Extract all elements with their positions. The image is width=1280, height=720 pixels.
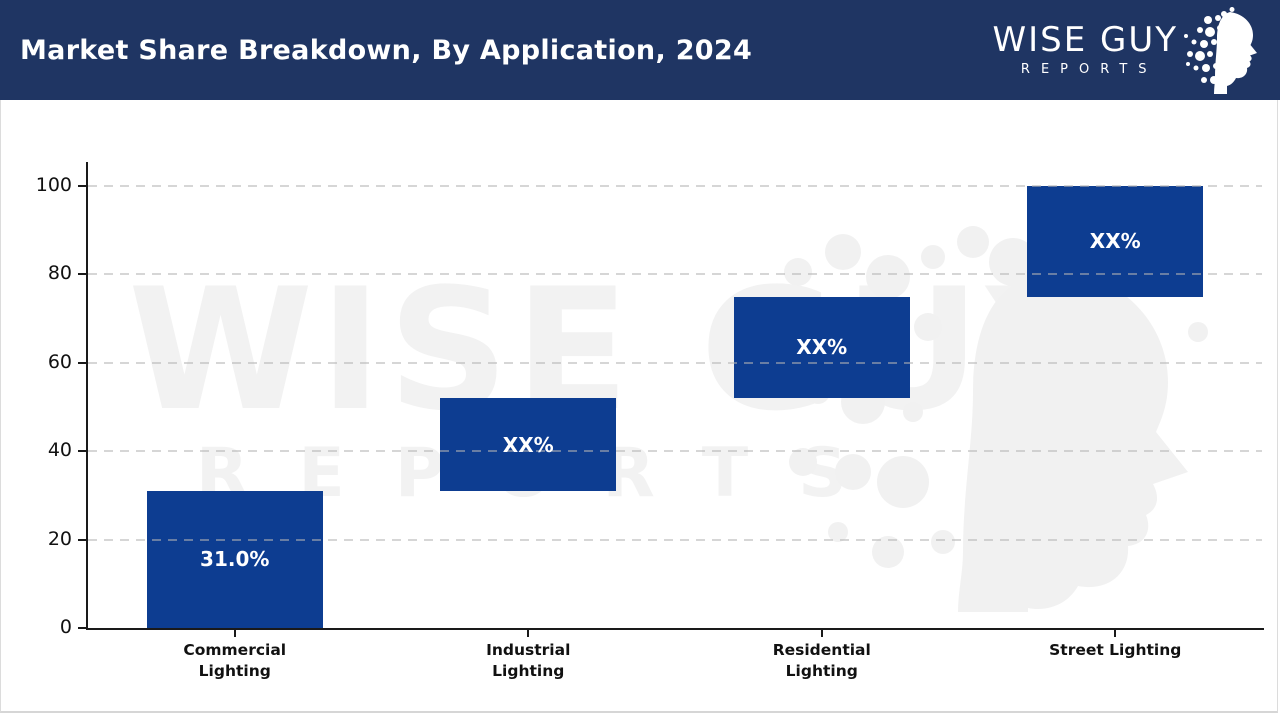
y-tick-mark: [78, 538, 86, 541]
gridline: [88, 450, 1262, 453]
y-tick-label: 100: [35, 174, 72, 196]
y-tick-label: 20: [47, 527, 72, 550]
bar-street-lighting: [1027, 186, 1204, 297]
brand-subname: REPORTS: [1020, 62, 1158, 77]
x-tick-mark: [233, 630, 236, 637]
gridline: [88, 185, 1262, 187]
x-category-label: Residential Lighting: [772, 641, 871, 680]
bar-commercial-lighting: [146, 490, 323, 628]
brand-name: WISE GUY: [992, 20, 1178, 60]
brand-logo-text: WISE GUY REPORTS: [992, 23, 1178, 77]
x-axis: [86, 628, 1264, 630]
y-tick-mark: [78, 627, 86, 629]
bar-value-label: XX%: [796, 335, 848, 360]
page-title: Market Share Breakdown, By Application, …: [20, 34, 753, 66]
header-bar: Market Share Breakdown, By Application, …: [0, 0, 1280, 100]
bar-value-label: XX%: [1089, 229, 1141, 254]
bar-value-label: XX%: [502, 432, 554, 457]
y-tick-mark: [78, 273, 86, 276]
x-tick-mark: [527, 630, 530, 637]
watermark-text-1: WISE GUY: [128, 252, 1115, 448]
y-tick-label: 80: [47, 262, 72, 285]
x-tick-mark: [1114, 630, 1117, 637]
y-tick-label: 40: [47, 439, 72, 462]
bar-residential-lighting: [733, 296, 910, 399]
brand-head-icon: [1184, 7, 1257, 94]
y-tick-label: 60: [47, 350, 72, 373]
y-tick-mark: [78, 450, 86, 453]
x-tick-mark: [820, 630, 823, 637]
x-category-label: Street Lighting: [1049, 641, 1182, 659]
x-category-label: Commercial Lighting: [183, 641, 287, 680]
bar-industrial-lighting: [440, 398, 617, 491]
gridline: [88, 361, 1262, 364]
x-category-label: Industrial Lighting: [486, 641, 571, 680]
content-frame: [0, 100, 1278, 713]
bar-value-label: 31.0%: [200, 547, 270, 572]
y-tick-mark: [78, 361, 86, 364]
gridline: [88, 273, 1262, 276]
y-axis: [86, 162, 88, 630]
brand-logo: WISE GUY REPORTS: [992, 6, 1262, 94]
y-tick-mark: [78, 185, 86, 187]
y-tick-label: 0: [59, 616, 72, 638]
gridline: [88, 538, 1262, 541]
